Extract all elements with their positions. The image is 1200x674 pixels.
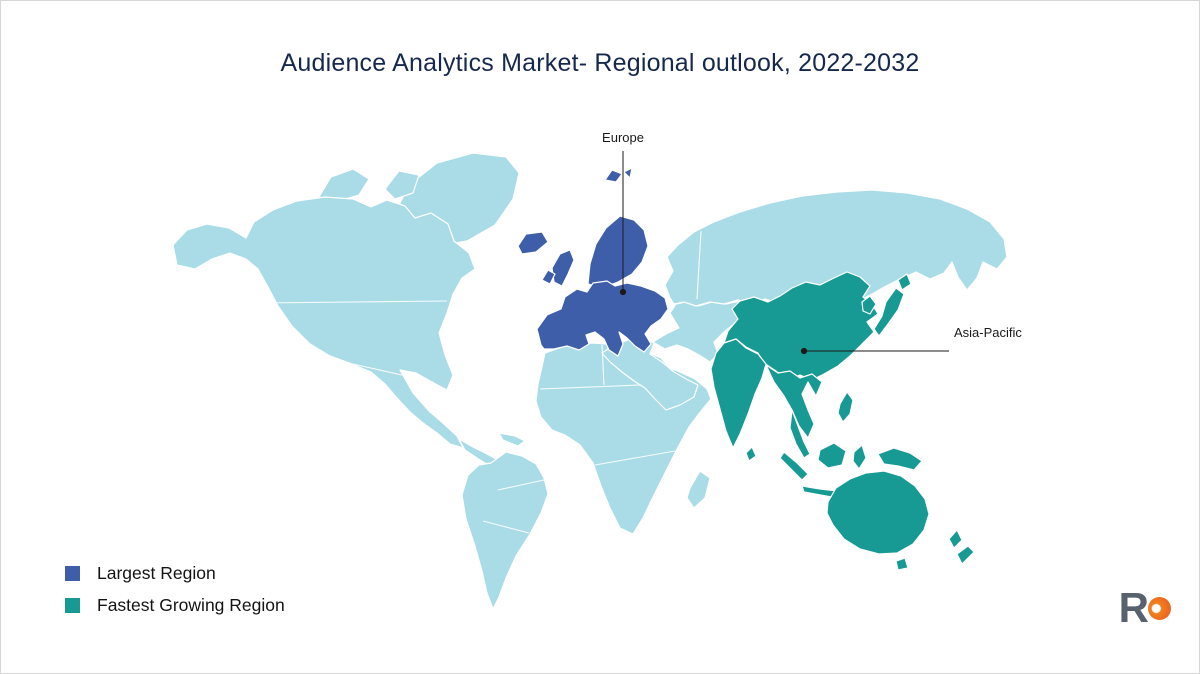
asia-pacific-label: Asia-Pacific [954, 325, 1022, 340]
japan [873, 287, 905, 337]
madagascar [686, 470, 711, 509]
legend-label-fastest-growing-region: Fastest Growing Region [97, 595, 285, 615]
brand-logo: R [1118, 584, 1171, 631]
legend: Largest Region Fastest Growing Region [65, 563, 285, 627]
scandinavia [587, 215, 649, 289]
borneo [817, 442, 847, 469]
legend-item-fastest-growing-region: Fastest Growing Region [65, 595, 285, 616]
callout-lines [619, 151, 949, 355]
base-landmass [172, 152, 1008, 610]
united-kingdom [551, 249, 575, 287]
new-zealand-north [948, 529, 963, 549]
border-africa-1 [539, 384, 642, 390]
border-russia-ural [696, 230, 702, 300]
north-america [172, 196, 476, 449]
svalbard-1 [604, 169, 623, 183]
asia-pacific-callout-dot [800, 347, 808, 355]
legend-item-largest-region: Largest Region [65, 563, 285, 584]
border-africa-2 [601, 344, 605, 386]
sri-lanka [745, 446, 757, 462]
arctic-island-1 [318, 168, 370, 202]
korea [861, 295, 877, 315]
brand-logo-disc-icon [1148, 596, 1171, 620]
europe-landmass [517, 167, 669, 357]
border-us-canada [258, 300, 448, 304]
chart-title: Audience Analytics Market- Regional outl… [280, 49, 920, 77]
legend-label-largest-region: Largest Region [97, 563, 216, 583]
largest-region-swatch-rect [65, 566, 80, 581]
europe-callout-dot [619, 288, 627, 296]
border-africa-3 [594, 450, 676, 466]
tasmania [895, 557, 909, 571]
border-us-mexico [352, 363, 434, 383]
india [710, 338, 767, 449]
fastest-growing-region-swatch-rect [65, 598, 80, 613]
sulawesi [852, 444, 867, 470]
svalbard-2 [623, 167, 633, 179]
europe-label: Europe [602, 130, 644, 145]
brand-logo-letter: R [1118, 584, 1149, 631]
ireland [541, 269, 556, 285]
iceland [517, 231, 549, 255]
border-sa-1 [497, 479, 545, 491]
south-america [461, 451, 549, 610]
philippines [837, 391, 854, 423]
new-zealand-south [956, 545, 975, 565]
sumatra [779, 451, 809, 481]
new-guinea [877, 447, 923, 471]
border-sa-2 [482, 520, 530, 534]
caribbean [498, 432, 526, 447]
malay-peninsula [789, 409, 811, 459]
australia [826, 470, 930, 555]
asia-pacific-landmass [710, 271, 975, 571]
southeast-asia [765, 364, 823, 439]
arctic-island-2 [384, 170, 420, 200]
largest-region-swatch [65, 566, 80, 581]
hokkaido [897, 273, 912, 291]
fastest-growing-region-swatch [65, 598, 80, 613]
country-borders [258, 230, 702, 534]
europe-mainland [536, 280, 669, 357]
